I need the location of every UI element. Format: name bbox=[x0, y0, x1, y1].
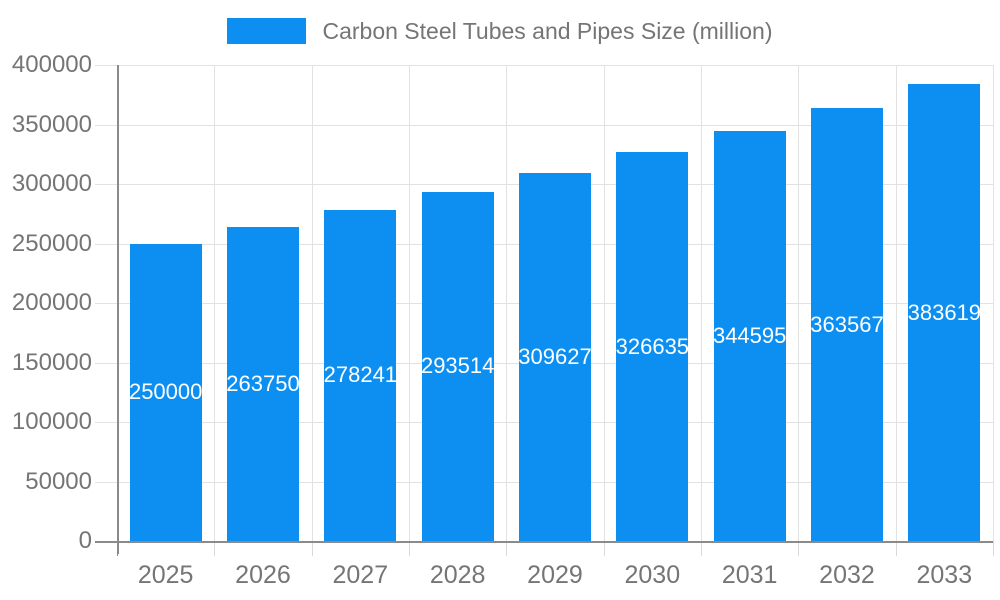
x-gridline bbox=[214, 65, 216, 541]
y-axis-tick-label: 150000 bbox=[11, 348, 92, 376]
y-axis-tick-label: 350000 bbox=[11, 110, 92, 138]
x-gridline bbox=[409, 65, 410, 541]
y-axis-tick-label: 100000 bbox=[11, 408, 92, 435]
y-axis-tick-label: 400000 bbox=[11, 51, 92, 78]
bar-value-label: 263750 bbox=[227, 371, 299, 397]
chart-legend[interactable]: Carbon Steel Tubes and Pipes Size (milli… bbox=[0, 18, 1000, 44]
legend-label: Carbon Steel Tubes and Pipes Size (milli… bbox=[322, 18, 773, 44]
bar-2027[interactable]: 278241 bbox=[324, 209, 397, 541]
x-gridline bbox=[311, 65, 313, 541]
y-axis-tick-label: 250000 bbox=[11, 229, 92, 257]
bar-value-label: 363567 bbox=[811, 311, 883, 337]
bar-value-label: 309627 bbox=[519, 343, 591, 369]
x-tick bbox=[895, 541, 897, 556]
x-axis-tick-label: 2027 bbox=[332, 561, 389, 589]
x-tick bbox=[311, 541, 313, 556]
bar-2031[interactable]: 344595 bbox=[713, 130, 786, 541]
x-tick bbox=[214, 541, 216, 556]
x-gridline bbox=[993, 65, 994, 541]
y-gridline bbox=[95, 124, 993, 126]
x-gridline bbox=[506, 65, 508, 541]
bar-2028[interactable]: 293514 bbox=[421, 191, 494, 541]
bar-value-label: 344595 bbox=[713, 322, 786, 348]
y-axis-line bbox=[117, 65, 119, 554]
x-axis-line bbox=[95, 541, 993, 543]
bar-2025[interactable]: 250000 bbox=[129, 243, 202, 541]
x-gridline bbox=[798, 65, 800, 541]
bar-value-label: 383619 bbox=[908, 299, 981, 325]
x-axis-tick-label: 2030 bbox=[624, 561, 681, 589]
bar-2032[interactable]: 363567 bbox=[811, 108, 883, 541]
x-gridline bbox=[701, 65, 702, 541]
x-axis-tick-label: 2028 bbox=[429, 561, 486, 589]
y-axis-tick-label: 300000 bbox=[11, 170, 92, 197]
x-gridline bbox=[895, 65, 897, 541]
y-gridline bbox=[95, 65, 993, 66]
bar-2030[interactable]: 326635 bbox=[616, 152, 689, 541]
bar-2029[interactable]: 309627 bbox=[519, 172, 591, 541]
y-axis-tick-label: 0 bbox=[78, 527, 92, 554]
x-axis-tick-label: 2026 bbox=[235, 561, 291, 589]
bar-value-label: 326635 bbox=[616, 333, 689, 359]
x-tick bbox=[506, 541, 508, 556]
bar-value-label: 250000 bbox=[129, 379, 202, 405]
x-tick bbox=[798, 541, 800, 556]
y-axis-tick-label: 200000 bbox=[11, 289, 92, 316]
x-axis-tick-label: 2032 bbox=[819, 561, 875, 589]
x-axis-tick-label: 2025 bbox=[137, 561, 194, 589]
x-tick bbox=[993, 541, 994, 556]
x-axis-tick-label: 2031 bbox=[721, 561, 778, 589]
legend-swatch-icon bbox=[227, 18, 307, 44]
x-gridline bbox=[603, 65, 605, 541]
x-axis-tick-label: 2029 bbox=[527, 561, 583, 589]
bar-value-label: 293514 bbox=[421, 353, 494, 379]
x-tick bbox=[603, 541, 605, 556]
bar-2033[interactable]: 383619 bbox=[908, 84, 981, 541]
x-tick bbox=[701, 541, 702, 556]
x-axis-tick-label: 2033 bbox=[916, 561, 973, 589]
bar-2026[interactable]: 263750 bbox=[227, 227, 299, 541]
y-axis-tick-label: 50000 bbox=[25, 467, 92, 495]
x-tick bbox=[409, 541, 410, 556]
bar-value-label: 278241 bbox=[324, 362, 397, 388]
